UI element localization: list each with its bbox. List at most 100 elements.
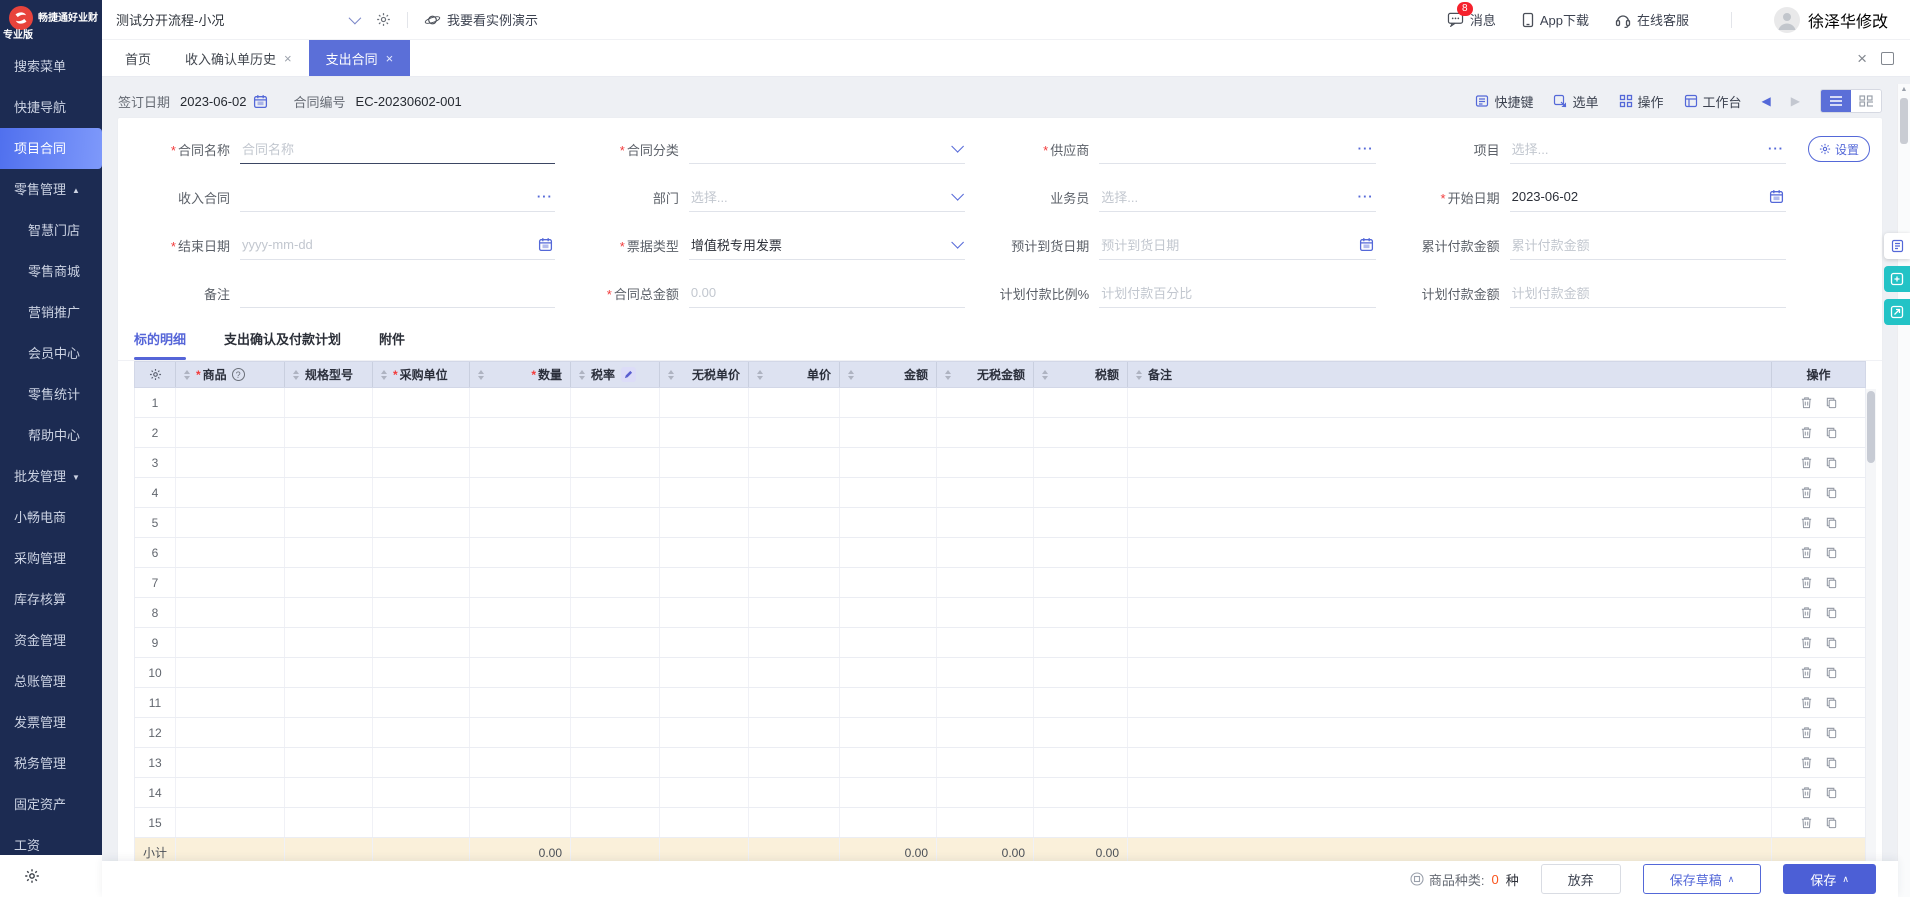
sort-icon[interactable] [478, 369, 484, 380]
sidebar-item[interactable]: 发票管理 [0, 702, 102, 743]
cell-tax[interactable] [1034, 808, 1128, 837]
copy-row-button[interactable] [1825, 426, 1838, 439]
cell-amount-notax[interactable] [937, 388, 1034, 417]
cell-spec[interactable] [285, 448, 373, 477]
cell-tax-rate[interactable] [571, 598, 660, 627]
page-scrollbar[interactable]: ▲ [1897, 84, 1910, 897]
cell-price[interactable] [749, 568, 840, 597]
cell-tax-rate[interactable] [571, 628, 660, 657]
cell-qty[interactable] [470, 718, 571, 747]
sidebar-item[interactable]: 库存核算 [0, 579, 102, 620]
cell-purchase-unit[interactable] [373, 508, 470, 537]
sidebar-item[interactable]: 会员中心 [0, 333, 102, 374]
batch-edit-icon[interactable] [621, 367, 637, 382]
settings-gear-button[interactable] [376, 12, 391, 27]
cell-remark[interactable] [1128, 568, 1772, 597]
sort-icon[interactable] [293, 369, 299, 380]
sidebar-item[interactable]: 资金管理 [0, 620, 102, 661]
cell-tax[interactable] [1034, 748, 1128, 777]
sidebar-item[interactable]: 项目合同 [0, 128, 102, 169]
pick-list-button[interactable]: 选单 [1553, 92, 1599, 111]
more-icon[interactable]: ··· [536, 188, 553, 204]
table-row[interactable]: 5 [134, 508, 1866, 538]
cell-tax-rate[interactable] [571, 478, 660, 507]
cell-remark[interactable] [1128, 748, 1772, 777]
more-icon[interactable]: ··· [1768, 140, 1784, 156]
cell-tax-rate[interactable] [571, 508, 660, 537]
cell-amount-notax[interactable] [937, 748, 1034, 777]
paid-total-input[interactable]: 累计付款金额 [1509, 231, 1786, 260]
cell-amount[interactable] [840, 508, 937, 537]
sort-icon[interactable] [945, 369, 951, 380]
table-row[interactable]: 7 [134, 568, 1866, 598]
cell-remark[interactable] [1128, 508, 1772, 537]
cell-tax[interactable] [1034, 538, 1128, 567]
cell-price[interactable] [749, 448, 840, 477]
cell-spec[interactable] [285, 418, 373, 447]
cell-amount[interactable] [840, 568, 937, 597]
table-row[interactable]: 3 [134, 448, 1866, 478]
cell-price[interactable] [749, 658, 840, 687]
chevron-down-icon[interactable] [951, 236, 965, 249]
chevron-up-icon[interactable]: ∧ [1842, 873, 1849, 884]
cell-tax[interactable] [1034, 688, 1128, 717]
cell-amount-notax[interactable] [937, 718, 1034, 747]
card-view-toggle[interactable] [1851, 90, 1881, 112]
discard-button[interactable]: 放弃 [1540, 864, 1621, 894]
cell-remark[interactable] [1128, 388, 1772, 417]
sort-icon[interactable] [579, 369, 585, 380]
expected-date-input[interactable]: 预计到货日期 [1099, 231, 1376, 260]
cell-amount[interactable] [840, 478, 937, 507]
app-download-button[interactable]: App下载 [1522, 10, 1589, 29]
column-header-actions[interactable]: 操作 [1772, 362, 1865, 387]
table-row[interactable]: 14 [134, 778, 1866, 808]
cell-tax-rate[interactable] [571, 748, 660, 777]
copy-row-button[interactable] [1825, 486, 1838, 499]
settings-button[interactable]: 设置 [1807, 136, 1870, 162]
cell-amount[interactable] [840, 388, 937, 417]
cell-price-notax[interactable] [660, 718, 749, 747]
cell-tax-rate[interactable] [571, 658, 660, 687]
delete-row-button[interactable] [1800, 486, 1813, 499]
cell-remark[interactable] [1128, 418, 1772, 447]
cell-product[interactable] [176, 538, 285, 567]
sidebar-item[interactable]: 智慧门店 [0, 210, 102, 251]
cell-tax-rate[interactable] [571, 418, 660, 447]
table-row[interactable]: 9 [134, 628, 1866, 658]
chevron-up-icon[interactable]: ∧ [1727, 873, 1735, 884]
cell-qty[interactable] [470, 418, 571, 447]
calendar-icon[interactable] [253, 94, 268, 109]
cell-tax-rate[interactable] [571, 688, 660, 717]
list-view-toggle[interactable] [1821, 90, 1851, 112]
cell-amount[interactable] [840, 778, 937, 807]
cell-spec[interactable] [285, 628, 373, 657]
sort-icon[interactable] [668, 369, 674, 380]
delete-row-button[interactable] [1800, 546, 1813, 559]
copy-row-button[interactable] [1825, 726, 1838, 739]
cell-spec[interactable] [285, 748, 373, 777]
cell-tax-rate[interactable] [571, 538, 660, 567]
tab-line-detail[interactable]: 标的明细 [134, 320, 187, 360]
online-support-button[interactable]: 在线客服 [1615, 10, 1689, 29]
cell-purchase-unit[interactable] [373, 718, 470, 747]
cell-product[interactable] [176, 598, 285, 627]
next-record-button[interactable]: ▶ [1790, 94, 1800, 108]
prev-record-button[interactable]: ◀ [1761, 94, 1771, 108]
cell-amount[interactable] [840, 688, 937, 717]
cell-remark[interactable] [1128, 778, 1772, 807]
contract-category-select[interactable] [688, 135, 966, 164]
cell-purchase-unit[interactable] [373, 808, 470, 837]
cell-qty[interactable] [470, 388, 571, 417]
cell-purchase-unit[interactable] [373, 478, 470, 507]
cell-qty[interactable] [470, 628, 571, 657]
cell-price-notax[interactable] [660, 568, 749, 597]
cell-price-notax[interactable] [660, 448, 749, 477]
delete-row-button[interactable] [1800, 666, 1813, 679]
calendar-icon[interactable] [538, 237, 553, 252]
table-row[interactable]: 1 [134, 388, 1866, 418]
cell-qty[interactable] [470, 478, 571, 507]
column-header-amount[interactable]: 金额 [840, 362, 937, 387]
cell-product[interactable] [176, 418, 285, 447]
copy-row-button[interactable] [1825, 456, 1838, 469]
total-amount-input[interactable]: 0.00 [688, 279, 966, 308]
